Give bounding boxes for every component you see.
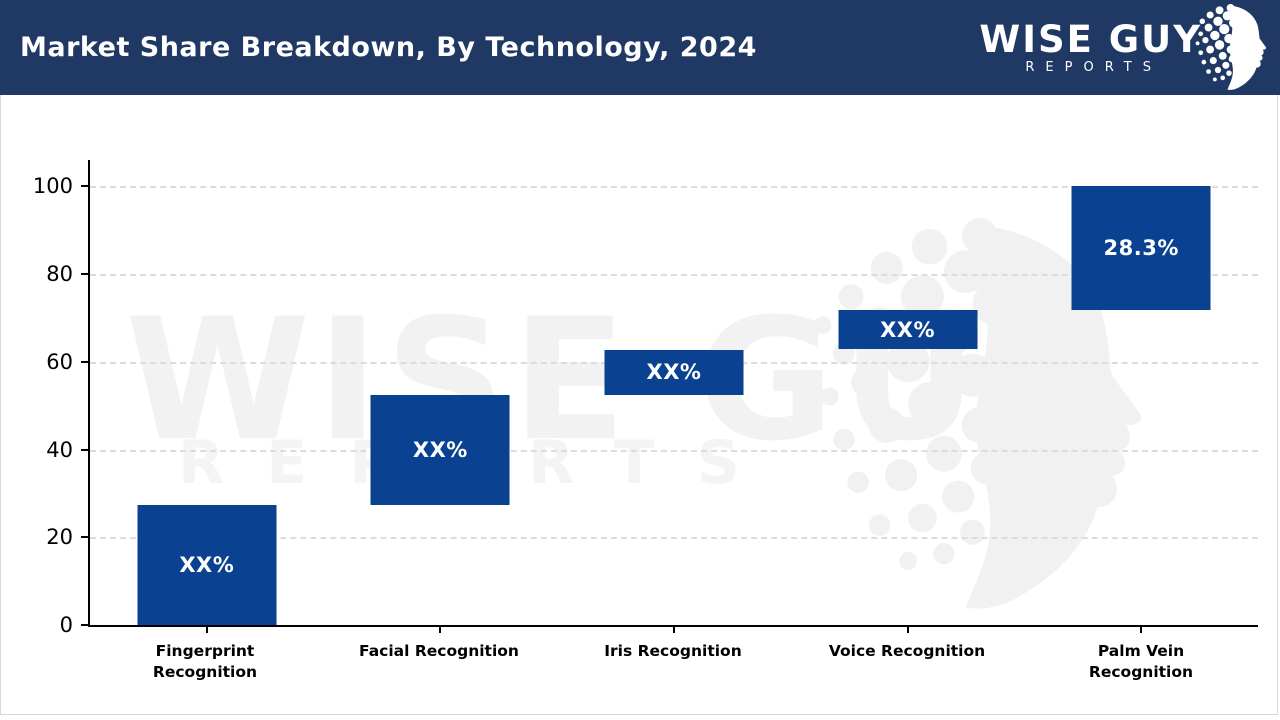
bar-segment: XX%	[137, 505, 277, 625]
x-category-label: Iris Recognition	[604, 642, 742, 660]
bar-value-label: 28.3%	[1103, 236, 1179, 261]
y-gridline	[90, 537, 1258, 540]
x-category-label: Fingerprint Recognition	[152, 642, 258, 681]
y-tick-label: 80	[46, 262, 73, 287]
y-tick-mark	[81, 185, 90, 188]
x-tick-mark	[906, 625, 909, 633]
y-tick-mark	[81, 624, 90, 626]
y-gridline	[90, 186, 1258, 189]
logo-wordmark: WISE GUY REPORTS	[979, 17, 1202, 76]
logo-face-icon	[1194, 4, 1267, 90]
y-tick-label: 20	[46, 525, 73, 550]
y-tick-label: 100	[32, 174, 73, 199]
bar-value-label: XX%	[646, 360, 702, 385]
y-tick-label: 60	[46, 349, 73, 374]
waterfall-chart: 0 20 40 60 80 100 XX% XX% XX% XX% 28.3%	[33, 160, 1258, 637]
page-title: Market Share Breakdown, By Technology, 2…	[20, 32, 757, 63]
y-tick-mark	[81, 273, 90, 276]
y-gridline	[90, 274, 1258, 277]
bar-value-label: XX%	[412, 438, 468, 463]
bar-value-label: XX%	[880, 317, 936, 342]
page-border	[0, 95, 1278, 715]
bar-segment: XX%	[838, 310, 978, 350]
logo-wordmark-line1: WISE GUY	[979, 17, 1202, 61]
x-category-label: Facial Recognition	[359, 642, 519, 660]
y-gridline	[90, 449, 1258, 452]
logo-wordmark-line2: REPORTS	[1025, 60, 1162, 76]
bar-segment: 28.3%	[1071, 186, 1211, 311]
y-tick-mark	[81, 360, 90, 363]
header: Market Share Breakdown, By Technology, 2…	[0, 0, 1280, 95]
x-category-label: Voice Recognition	[828, 642, 986, 660]
bar-segment: XX%	[604, 349, 744, 396]
x-tick-mark	[205, 625, 208, 633]
brand-logo: WISE GUY REPORTS	[979, 4, 1270, 92]
x-tick-mark	[673, 625, 675, 633]
x-tick-mark	[1140, 625, 1143, 633]
y-tick-label: 40	[46, 437, 73, 462]
x-axis-labels: Fingerprint Recognition Facial Recognitio…	[88, 641, 1258, 683]
bar-value-label: XX%	[179, 553, 235, 578]
x-category-label: Palm Vein Recognition	[1088, 642, 1194, 681]
y-tick-label: 0	[59, 613, 73, 637]
y-tick-mark	[81, 536, 90, 539]
x-tick-mark	[439, 625, 442, 633]
y-tick-mark	[81, 448, 90, 451]
bar-segment: XX%	[370, 395, 510, 506]
